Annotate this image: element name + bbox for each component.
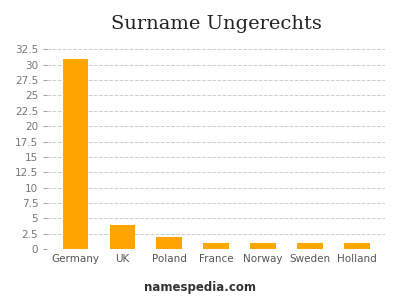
Bar xyxy=(156,237,182,249)
Bar xyxy=(203,243,229,249)
Title: Surname Ungerechts: Surname Ungerechts xyxy=(111,15,322,33)
Bar xyxy=(110,224,135,249)
Bar xyxy=(250,243,276,249)
Bar xyxy=(297,243,323,249)
Bar xyxy=(344,243,370,249)
Text: namespedia.com: namespedia.com xyxy=(144,281,256,294)
Bar xyxy=(63,58,88,249)
